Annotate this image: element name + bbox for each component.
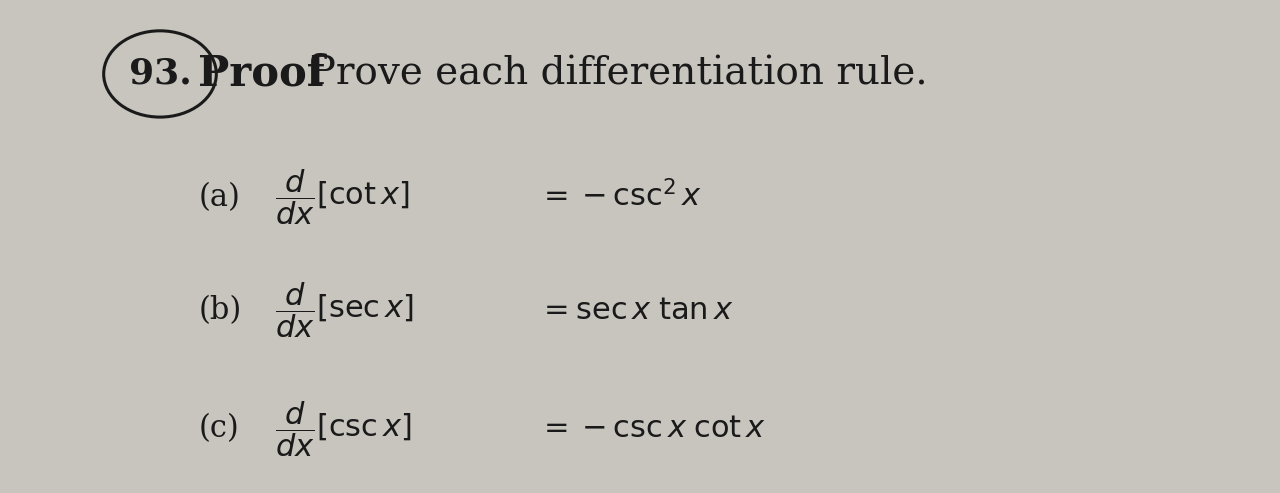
Text: Prove each differentiation rule.: Prove each differentiation rule. — [285, 55, 928, 93]
Text: (c): (c) — [198, 414, 239, 444]
Text: (a): (a) — [198, 182, 241, 212]
Text: 93.: 93. — [128, 57, 192, 91]
Text: Proof: Proof — [198, 53, 325, 95]
Text: $= -\csc^2 x$: $= -\csc^2 x$ — [538, 181, 701, 213]
Text: $= \sec x \; \tan x$: $= \sec x \; \tan x$ — [538, 295, 733, 326]
Text: $= -\csc x \; \cot x$: $= -\csc x \; \cot x$ — [538, 414, 765, 444]
Text: $\dfrac{d}{dx}[\cot x]$: $\dfrac{d}{dx}[\cot x]$ — [275, 168, 410, 227]
Text: (b): (b) — [198, 295, 242, 326]
Text: $\dfrac{d}{dx}[\csc x]$: $\dfrac{d}{dx}[\csc x]$ — [275, 399, 412, 458]
Text: $\dfrac{d}{dx}[\sec x]$: $\dfrac{d}{dx}[\sec x]$ — [275, 281, 413, 340]
